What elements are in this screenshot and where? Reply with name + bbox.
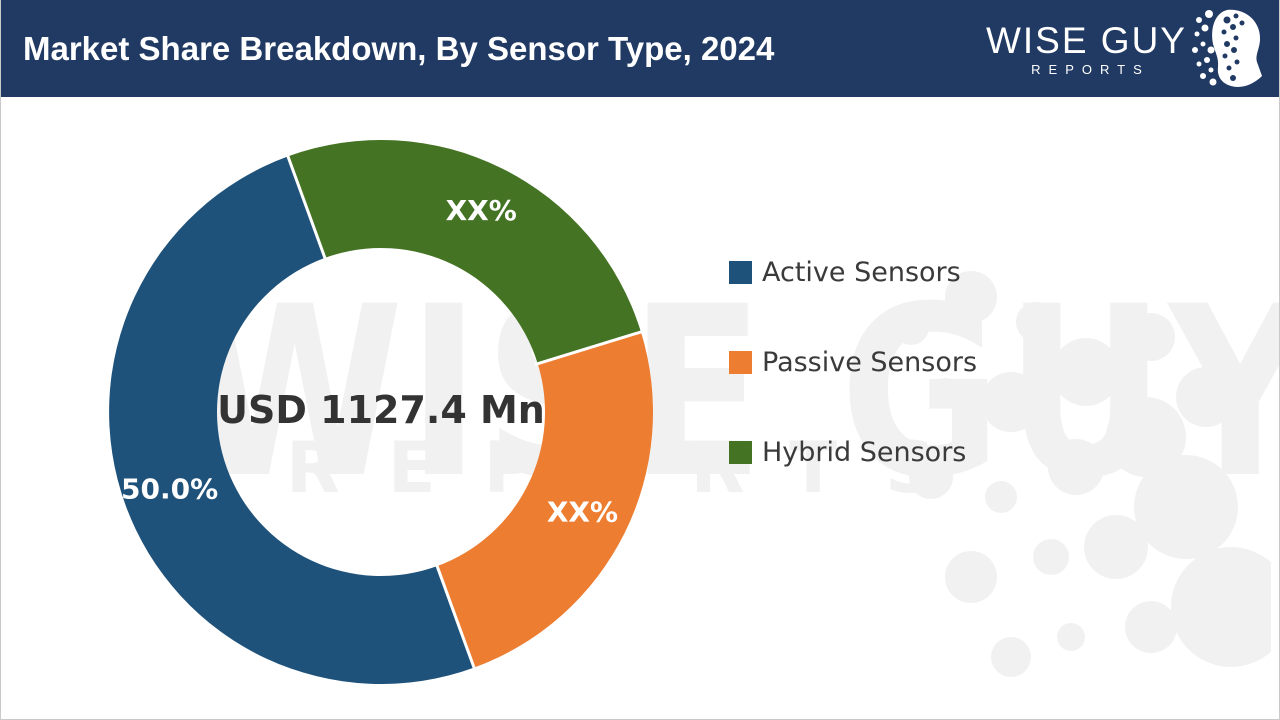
segment-separator [434,562,476,670]
logo-head-icon [1192,9,1262,87]
legend-swatch [729,260,752,284]
segment-separator [286,154,328,262]
legend-item: Hybrid Sensors [729,435,977,469]
logo-wordmark: WISE GUY [985,19,1187,61]
donut-segment-active-sensors [109,156,475,684]
donut-segment-hybrid-sensors [287,140,641,364]
legend-label: Passive Sensors [762,346,978,378]
segment-label: 50.0% [121,472,218,505]
donut-segment-passive-sensors [437,331,653,668]
chart-center-value: USD 1127.4 Mn [217,388,545,432]
segment-label: XX% [547,496,618,529]
wiseguy-logo: WISE GUY REPORTS [986,6,1265,92]
legend-item: Passive Sensors [729,345,977,379]
logo-subtext: REPORTS [1031,62,1150,78]
page-title: Market Share Breakdown, By Sensor Type, … [23,30,775,67]
legend-item: Active Sensors [729,255,977,289]
segment-separator [534,330,643,367]
legend-label: Hybrid Sensors [762,436,967,468]
chart-legend: Active Sensors Passive Sensors Hybrid Sens… [729,255,977,469]
header-bar: Market Share Breakdown, By Sensor Type, … [1,0,1279,97]
legend-swatch [729,440,752,464]
legend-swatch [729,350,752,374]
legend-label: Active Sensors [762,256,961,288]
segment-label: XX% [446,194,517,227]
